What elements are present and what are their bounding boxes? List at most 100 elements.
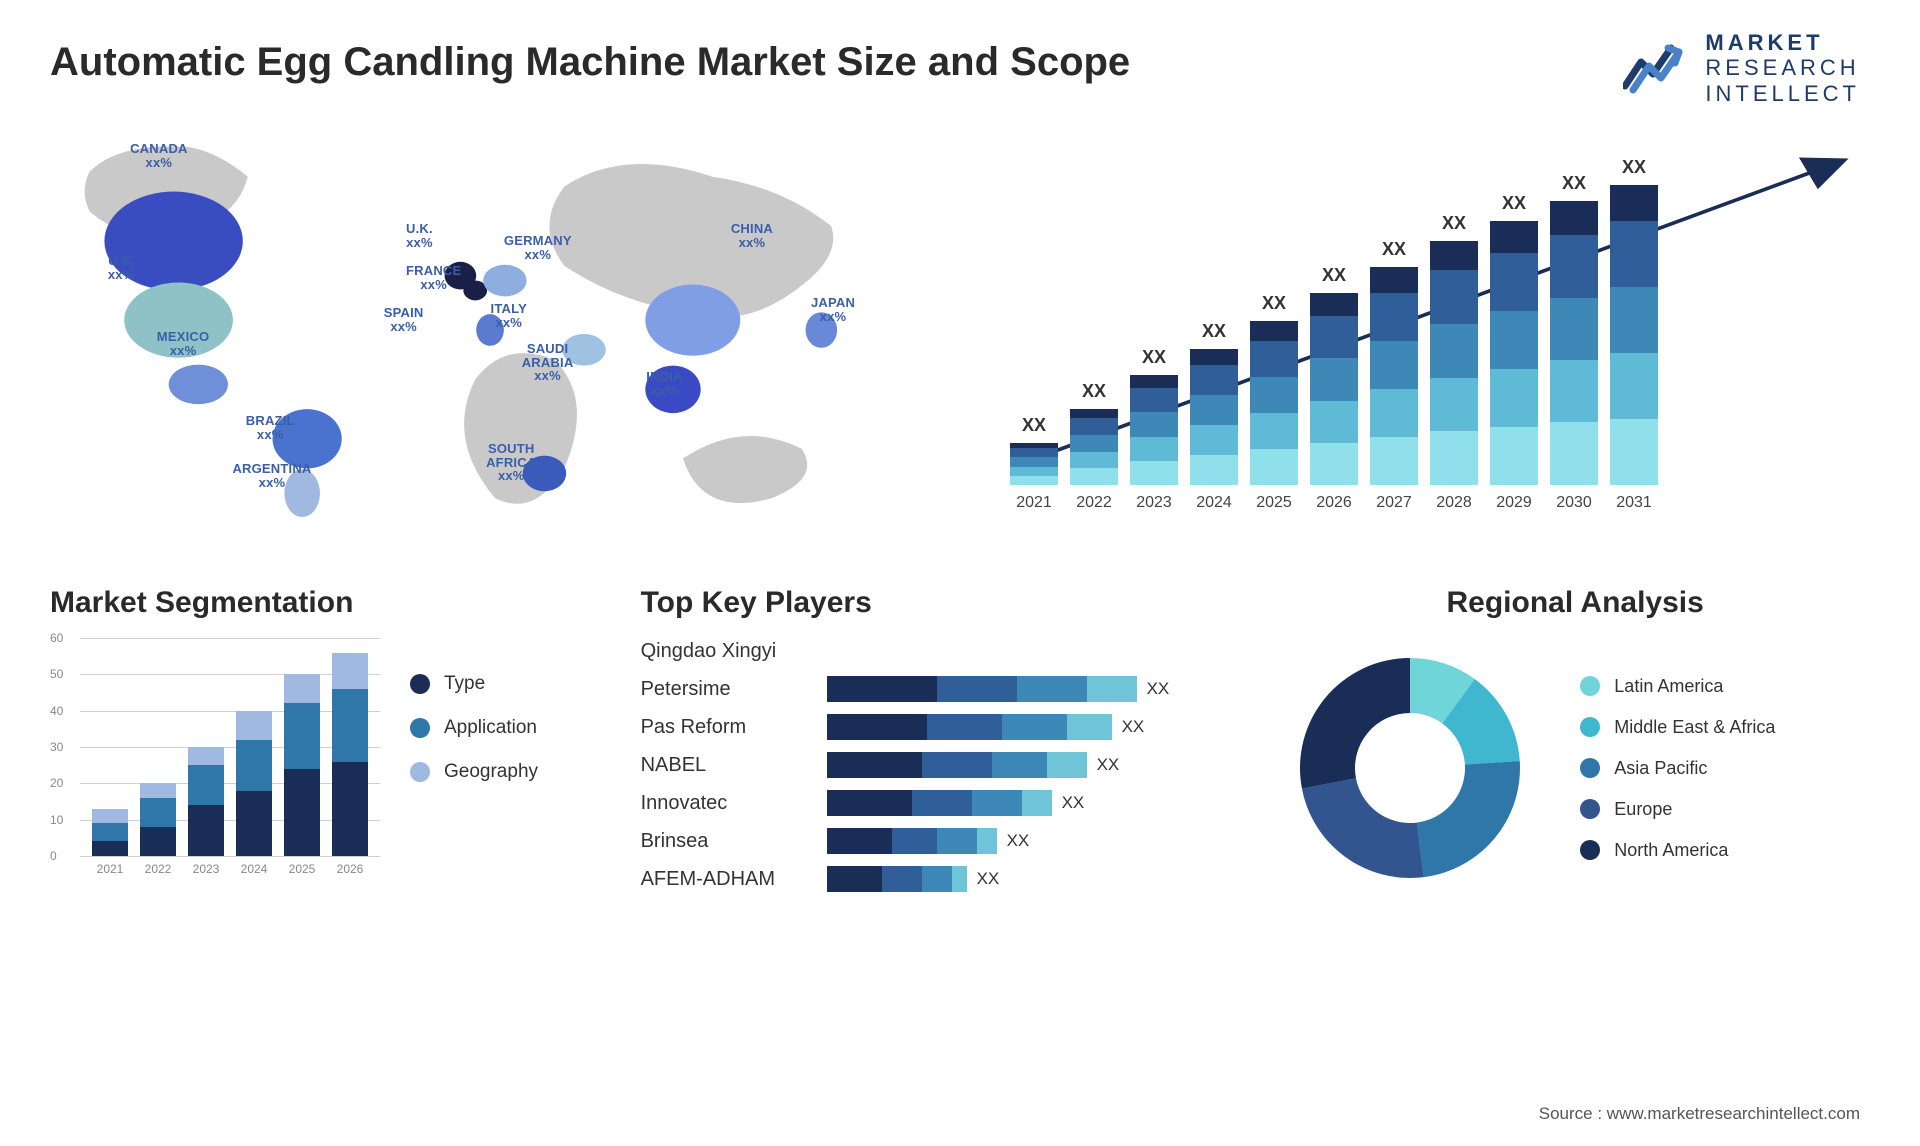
map-label: ITALYxx% <box>491 302 527 329</box>
legend-swatch-icon <box>1580 840 1600 860</box>
legend-label: Middle East & Africa <box>1614 717 1775 738</box>
map-label: U.K.xx% <box>406 222 433 249</box>
legend-item: North America <box>1580 840 1775 861</box>
map-label: GERMANYxx% <box>504 234 572 261</box>
segmentation-bar <box>140 783 176 856</box>
bar-year-label: 2030 <box>1550 494 1598 512</box>
legend-label: Europe <box>1614 799 1672 820</box>
bar-value-label: XX <box>1610 157 1658 178</box>
segmentation-bar <box>332 653 368 856</box>
logo-line1: MARKET <box>1705 30 1860 55</box>
bar-year-label: 2023 <box>1130 494 1178 512</box>
donut-slice <box>1417 761 1520 877</box>
legend-swatch-icon <box>410 718 430 738</box>
segmentation-title: Market Segmentation <box>50 586 591 620</box>
gridline: 60 <box>80 638 380 639</box>
segmentation-panel: Market Segmentation 0102030405060 202120… <box>50 586 591 898</box>
world-map: CANADAxx%U.S.xx%MEXICOxx%BRAZILxx%ARGENT… <box>50 130 940 530</box>
bar-value-label: XX <box>1370 239 1418 260</box>
map-label: CHINAxx% <box>731 222 773 249</box>
bar-year-label: 2031 <box>1610 494 1658 512</box>
bar-year-label: 2024 <box>1190 494 1238 512</box>
segmentation-year-label: 2021 <box>92 862 128 876</box>
legend-label: North America <box>1614 840 1728 861</box>
regional-panel: Regional Analysis Latin America Middle Ea… <box>1280 586 1870 898</box>
regional-donut-chart <box>1280 638 1540 898</box>
map-label: SOUTHAFRICAxx% <box>486 442 536 483</box>
player-value: XX <box>1062 793 1085 813</box>
map-label: SPAINxx% <box>384 306 424 333</box>
bar-value-label: XX <box>1490 193 1538 214</box>
growth-bar: XX <box>1490 221 1538 485</box>
bar-value-label: XX <box>1550 173 1598 194</box>
legend-swatch-icon <box>1580 799 1600 819</box>
donut-slice <box>1300 658 1410 789</box>
player-bar-row: XX <box>827 676 1170 702</box>
legend-label: Type <box>444 673 485 695</box>
logo-mark-icon <box>1623 38 1693 98</box>
regional-legend: Latin America Middle East & Africa Asia Pa… <box>1580 676 1775 861</box>
bar-value-label: XX <box>1070 381 1118 402</box>
bar-value-label: XX <box>1430 213 1478 234</box>
player-name: Brinsea <box>641 828 811 854</box>
bar-year-label: 2022 <box>1070 494 1118 512</box>
bar-year-label: 2025 <box>1250 494 1298 512</box>
map-label: U.S.xx% <box>108 254 135 281</box>
bar-year-label: 2026 <box>1310 494 1358 512</box>
legend-swatch-icon <box>410 674 430 694</box>
bar-year-label: 2021 <box>1010 494 1058 512</box>
player-value: XX <box>1007 831 1030 851</box>
segmentation-year-label: 2022 <box>140 862 176 876</box>
legend-label: Asia Pacific <box>1614 758 1707 779</box>
legend-swatch-icon <box>1580 758 1600 778</box>
bar-value-label: XX <box>1190 321 1238 342</box>
bar-value-label: XX <box>1310 265 1358 286</box>
player-name: Innovatec <box>641 790 811 816</box>
players-panel: Top Key Players Qingdao XingyiPetersimeP… <box>641 586 1231 898</box>
segmentation-year-label: 2023 <box>188 862 224 876</box>
legend-item: Asia Pacific <box>1580 758 1775 779</box>
growth-bar: XX <box>1610 185 1658 485</box>
player-bar-row: XX <box>827 866 1170 892</box>
player-value: XX <box>1097 755 1120 775</box>
gridline: 0 <box>80 856 380 857</box>
bar-value-label: XX <box>1250 293 1298 314</box>
player-bar-row <box>827 638 1170 664</box>
player-name: Pas Reform <box>641 714 811 740</box>
legend-item: Europe <box>1580 799 1775 820</box>
growth-bar: XX <box>1430 241 1478 485</box>
map-label: BRAZILxx% <box>246 414 295 441</box>
map-label: SAUDIARABIAxx% <box>522 342 574 383</box>
growth-bar: XX <box>1370 267 1418 485</box>
segmentation-bar <box>92 809 128 856</box>
growth-bar: XX <box>1310 293 1358 485</box>
bar-year-label: 2028 <box>1430 494 1478 512</box>
player-name: NABEL <box>641 752 811 778</box>
growth-bar-chart: XXXXXXXXXXXXXXXXXXXXXX 20212022202320242… <box>980 130 1870 530</box>
growth-bar: XX <box>1130 375 1178 485</box>
map-label: FRANCExx% <box>406 264 461 291</box>
regional-title: Regional Analysis <box>1280 586 1870 620</box>
player-name: AFEM-ADHAM <box>641 866 811 892</box>
segmentation-bar <box>188 747 224 856</box>
legend-swatch-icon <box>1580 717 1600 737</box>
legend-item: Latin America <box>1580 676 1775 697</box>
brand-logo: MARKET RESEARCH INTELLECT <box>1623 30 1860 106</box>
bar-value-label: XX <box>1130 347 1178 368</box>
growth-bar: XX <box>1070 409 1118 485</box>
growth-bar: XX <box>1190 349 1238 485</box>
legend-item: Geography <box>410 761 538 783</box>
page-title: Automatic Egg Candling Machine Market Si… <box>50 40 1870 85</box>
map-label: CANADAxx% <box>130 142 188 169</box>
player-value: XX <box>977 869 1000 889</box>
bar-year-label: 2027 <box>1370 494 1418 512</box>
map-label: MEXICOxx% <box>157 330 209 357</box>
bar-value-label: XX <box>1010 415 1058 436</box>
player-bar-row: XX <box>827 790 1170 816</box>
map-label: INDIAxx% <box>646 370 682 397</box>
segmentation-legend: TypeApplicationGeography <box>410 638 538 888</box>
legend-item: Type <box>410 673 538 695</box>
player-value: XX <box>1147 679 1170 699</box>
growth-bar: XX <box>1010 443 1058 485</box>
segmentation-chart: 0102030405060 202120222023202420252026 <box>50 638 380 888</box>
